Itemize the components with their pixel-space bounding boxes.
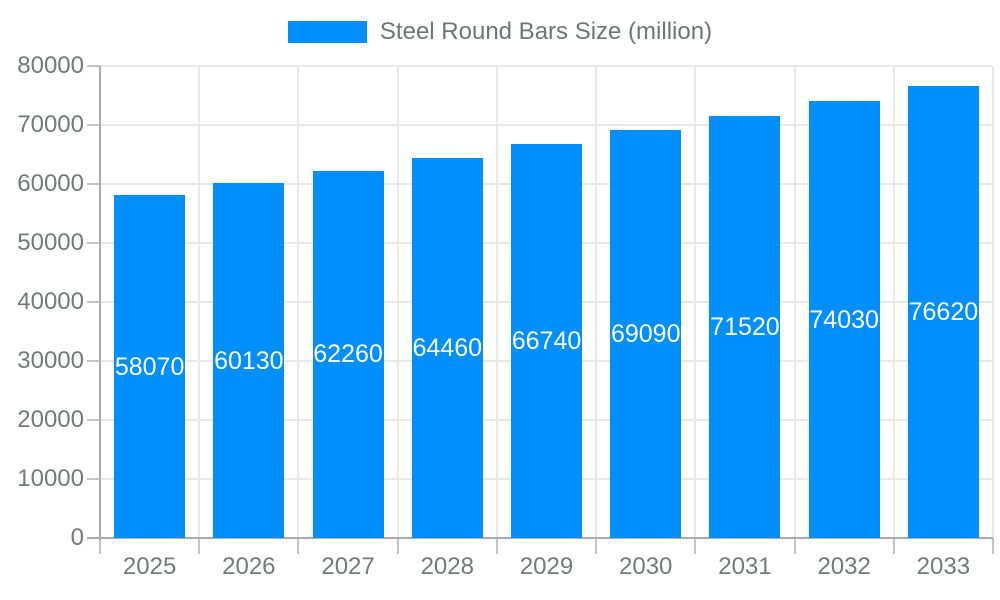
y-axis-label: 50000	[17, 229, 84, 256]
y-axis-label: 40000	[17, 288, 84, 315]
y-axis-tick	[87, 360, 100, 362]
bar-2033[interactable]	[907, 85, 979, 538]
x-axis-label: 2025	[122, 553, 177, 580]
x-axis-label: 2032	[817, 553, 871, 580]
bar-value-label: 76620	[908, 297, 979, 326]
y-axis-tick	[87, 301, 100, 303]
bar-2026[interactable]	[213, 183, 285, 538]
gridline-horizontal	[100, 65, 993, 67]
y-axis-tick	[87, 419, 100, 421]
x-axis-label: 2031	[718, 553, 772, 580]
x-axis-tick	[595, 538, 598, 554]
x-axis-tick	[793, 538, 796, 554]
bar-value-label: 58070	[114, 352, 185, 381]
y-axis-tick	[87, 242, 100, 244]
bar-2025[interactable]	[114, 195, 186, 538]
bar-2030[interactable]	[610, 130, 682, 538]
y-axis-label: 10000	[17, 465, 84, 492]
gridline-vertical	[495, 66, 498, 538]
x-axis-tick	[198, 538, 201, 554]
y-axis-tick	[87, 183, 100, 185]
x-axis-line	[87, 537, 993, 539]
y-axis-label: 30000	[17, 347, 84, 374]
bar-2027[interactable]	[312, 170, 384, 538]
bar-2032[interactable]	[808, 101, 880, 538]
gridline-horizontal	[100, 124, 993, 126]
x-axis-label: 2029	[519, 553, 574, 580]
bar-value-label: 69090	[610, 320, 681, 349]
legend-item[interactable]: Steel Round Bars Size (million)	[0, 19, 1000, 45]
x-axis-tick	[99, 538, 101, 554]
x-axis-tick	[892, 538, 895, 554]
bar-value-label: 74030	[809, 305, 879, 334]
x-axis-tick	[396, 538, 399, 554]
y-axis-tick	[87, 478, 100, 480]
bar-value-label: 60130	[214, 346, 284, 375]
x-axis-label: 2027	[321, 553, 375, 580]
y-axis-tick	[87, 124, 100, 126]
bar-value-label: 71520	[710, 313, 780, 342]
x-axis-tick	[992, 538, 994, 554]
legend-label: Steel Round Bars Size (million)	[379, 18, 713, 45]
y-axis-tick	[87, 65, 100, 67]
gridline-vertical	[396, 66, 399, 538]
bar-2028[interactable]	[411, 157, 483, 538]
gridline-vertical	[595, 66, 598, 538]
x-axis-tick	[694, 538, 697, 554]
gridline-vertical	[992, 66, 994, 538]
x-axis-tick	[495, 538, 498, 554]
x-axis-label: 2028	[420, 553, 474, 580]
bar-value-label: 66740	[511, 327, 582, 356]
gridline-vertical	[793, 66, 796, 538]
bar-2029[interactable]	[511, 144, 582, 538]
y-axis-line	[99, 66, 101, 540]
y-axis-label: 70000	[17, 111, 84, 138]
y-axis-label: 60000	[17, 170, 84, 197]
x-axis-label: 2033	[916, 553, 971, 580]
x-axis-tick	[297, 538, 300, 554]
bar-value-label: 62260	[313, 340, 383, 369]
bar-2031[interactable]	[709, 116, 781, 538]
y-axis-label: 0	[70, 524, 84, 551]
legend-marker	[287, 21, 367, 43]
gridline-vertical	[297, 66, 300, 538]
gridline-vertical	[694, 66, 697, 538]
y-axis-label: 20000	[17, 406, 84, 433]
y-axis-label: 80000	[17, 52, 84, 79]
bar-value-label: 64460	[412, 333, 483, 362]
x-axis-label: 2030	[619, 553, 673, 580]
gridline-vertical	[892, 66, 895, 538]
x-axis-label: 2026	[222, 553, 276, 580]
gridline-vertical	[198, 66, 201, 538]
